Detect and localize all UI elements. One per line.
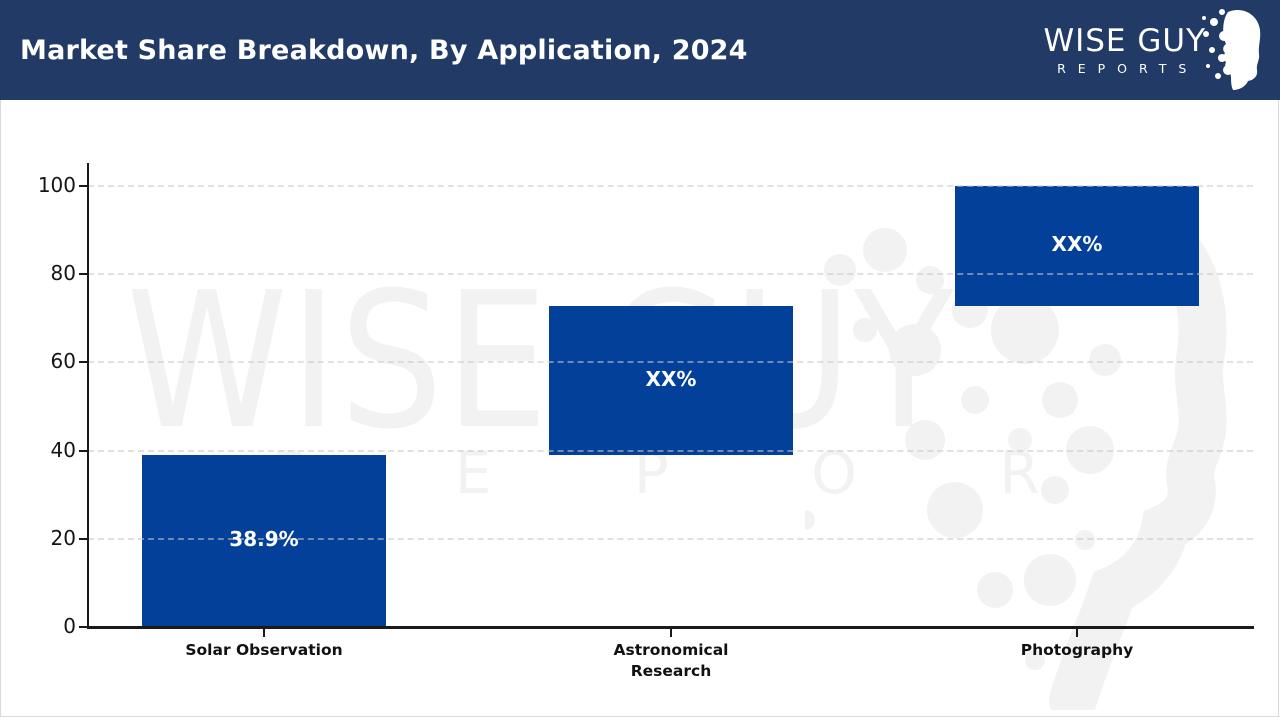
y-axis-tick	[79, 626, 88, 628]
page-border-bottom	[0, 716, 1280, 717]
gridline	[88, 185, 1253, 187]
x-axis-tick	[1076, 629, 1078, 637]
brand-face-icon	[1202, 9, 1261, 91]
x-axis-category-label: Astronomical Research	[613, 641, 729, 680]
brand-logo-text: WISE GUY REPORTS	[1043, 24, 1206, 76]
x-axis-tick	[263, 629, 265, 637]
y-axis-tick	[79, 537, 88, 540]
y-axis-tick	[79, 273, 88, 276]
x-axis-category-label: Solar Observation	[185, 641, 343, 659]
brand-name: WISE GUY	[1043, 23, 1206, 60]
y-axis-tick-label: 20	[50, 525, 76, 550]
header-bar: Market Share Breakdown, By Application, …	[0, 0, 1280, 100]
bar-segment	[955, 186, 1199, 307]
x-axis-category-label: Photography	[1020, 641, 1134, 659]
gridline	[88, 273, 1253, 276]
y-axis-tick	[79, 185, 88, 187]
bar-segment	[549, 306, 793, 456]
y-axis-tick-label: 40	[50, 437, 76, 462]
page-border-right	[1278, 100, 1279, 717]
y-axis-tick-label: 0	[63, 614, 76, 638]
page-border-left	[0, 100, 1, 717]
brand-subtitle: REPORTS	[1057, 60, 1199, 76]
y-axis-tick-label: 80	[50, 261, 76, 286]
page-title: Market Share Breakdown, By Application, …	[20, 34, 748, 66]
gridline	[88, 449, 1253, 452]
gridline	[88, 537, 1253, 540]
bar-value-label: XX%	[645, 366, 697, 391]
x-axis-spine	[87, 626, 1254, 629]
y-axis-spine	[87, 163, 89, 629]
brand-logo: WISE GUY REPORTS	[1043, 6, 1270, 94]
y-axis-tick-label: 100	[37, 173, 76, 197]
bar-value-label: XX%	[1051, 232, 1103, 257]
bar-segment	[142, 455, 386, 627]
y-axis-tick	[79, 449, 88, 452]
gridline	[88, 361, 1253, 364]
y-axis-tick-label: 60	[50, 349, 76, 374]
x-axis-tick	[670, 629, 672, 637]
y-axis-tick	[79, 361, 88, 364]
bar-value-label: 38.9%	[229, 527, 299, 552]
